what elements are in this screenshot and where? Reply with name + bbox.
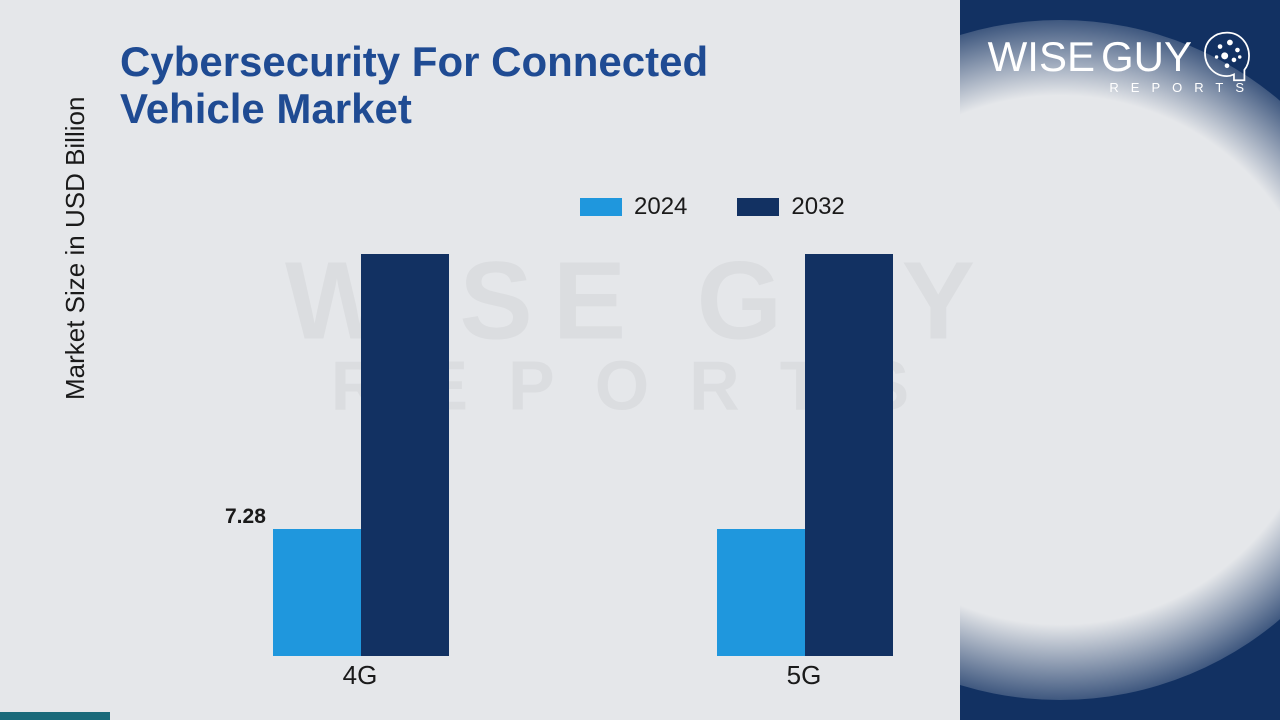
x-tick-4g: 4G <box>270 660 450 691</box>
bar-group-4g <box>273 254 449 656</box>
legend-label-2024: 2024 <box>634 193 687 221</box>
brand-logo: WISE GUY REPORTS <box>988 28 1256 95</box>
right-accent-band <box>960 0 1280 720</box>
logo-word-a: WISE <box>988 33 1095 81</box>
chart-title: Cybersecurity For Connected Vehicle Mark… <box>120 38 860 132</box>
legend-swatch-2024 <box>580 198 622 216</box>
legend-item-2024: 2024 <box>580 193 687 221</box>
bar-4g-2032 <box>361 254 449 656</box>
bar-5g-2024 <box>717 529 805 656</box>
logo-word-b: GUY <box>1101 33 1192 81</box>
infographic-canvas: WISE GUY REPORTS WISE GUY REPORTS Cybers… <box>0 0 1280 720</box>
legend-label-2032: 2032 <box>791 193 844 221</box>
bar-group-5g <box>717 254 893 656</box>
bar-5g-2032 <box>805 254 893 656</box>
bottom-strip <box>0 712 110 720</box>
value-label-4g-2024: 7.28 <box>225 505 266 529</box>
legend-swatch-2032 <box>737 198 779 216</box>
head-icon <box>1198 28 1256 86</box>
bar-4g-2024 <box>273 529 361 656</box>
legend-item-2032: 2032 <box>737 193 844 221</box>
logo-sub: REPORTS <box>992 80 1256 95</box>
legend: 2024 2032 <box>580 193 845 221</box>
logo-main: WISE GUY <box>988 28 1256 86</box>
x-tick-5g: 5G <box>714 660 894 691</box>
y-axis-label: Market Size in USD Billion <box>60 97 91 400</box>
plot-area: 7.28 4G 5G <box>110 254 920 656</box>
